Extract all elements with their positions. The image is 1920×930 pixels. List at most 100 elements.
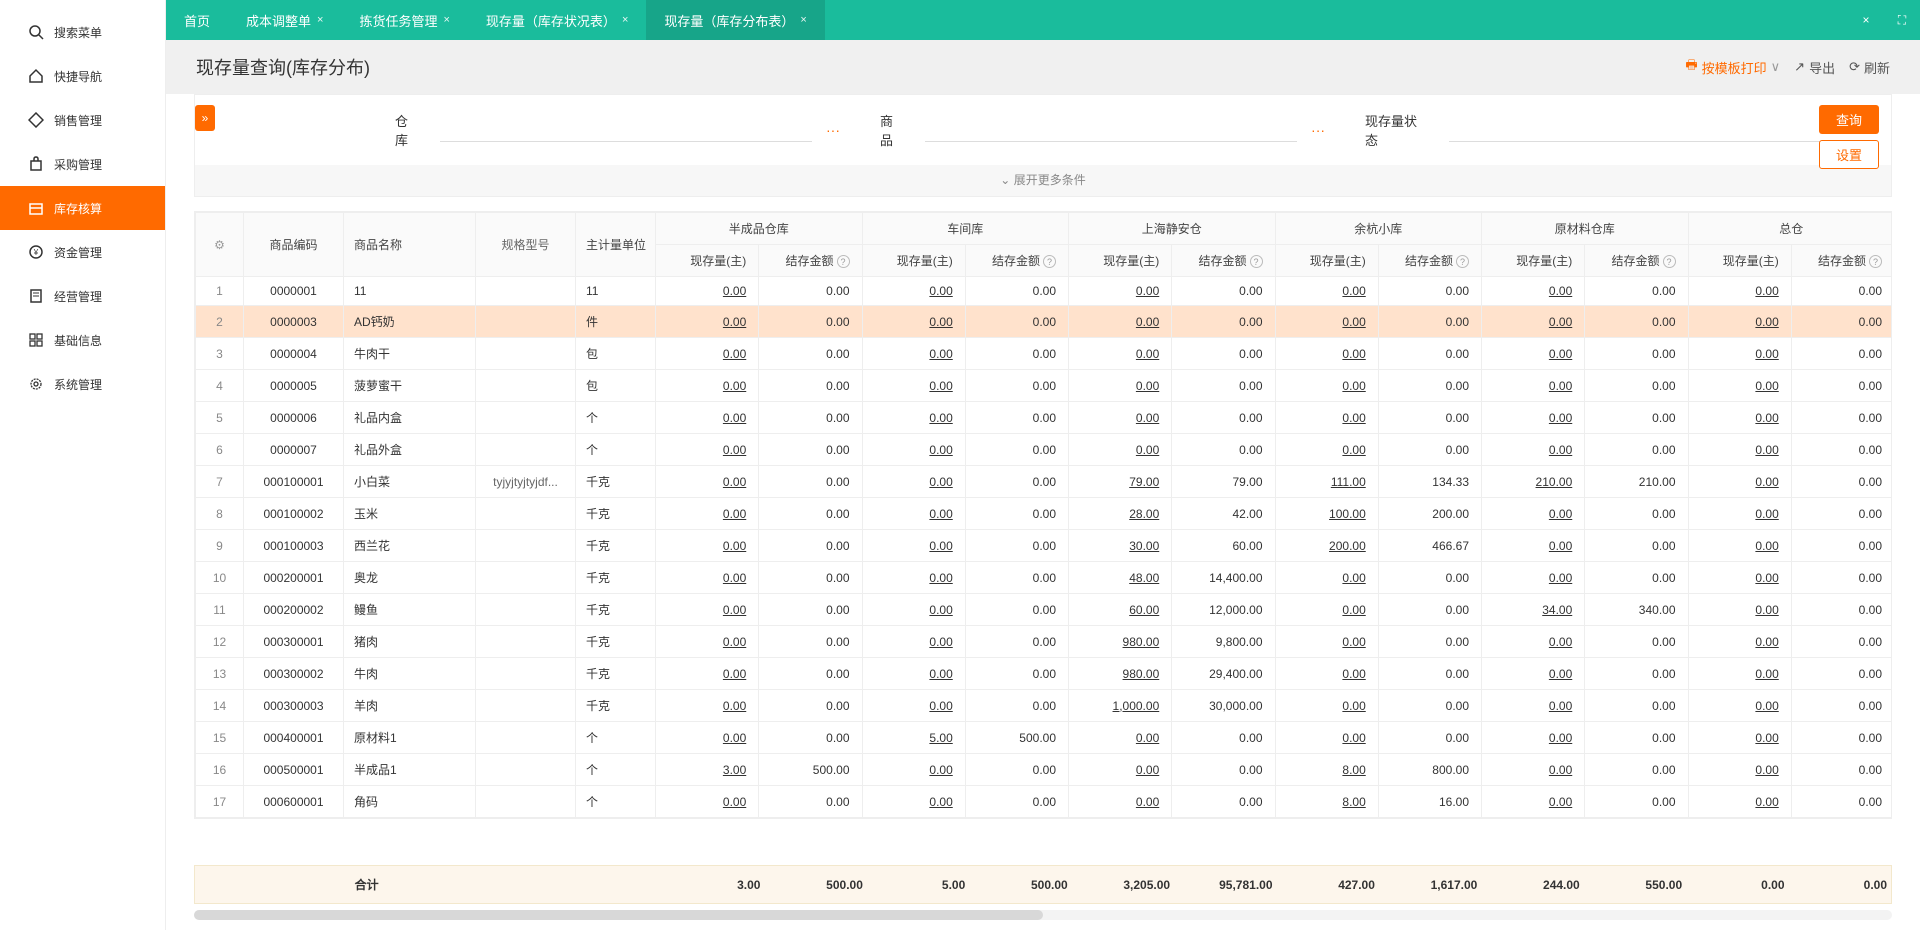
tab-1[interactable]: 成本调整单× xyxy=(228,0,341,40)
cell-qty[interactable]: 0.00 xyxy=(656,562,759,594)
cell-qty[interactable]: 200.00 xyxy=(1275,530,1378,562)
cell-qty[interactable]: 0.00 xyxy=(1482,277,1585,306)
cell-qty[interactable]: 0.00 xyxy=(656,370,759,402)
cell-qty[interactable]: 0.00 xyxy=(862,690,965,722)
help-icon[interactable]: ? xyxy=(1250,255,1263,268)
cell-qty[interactable]: 0.00 xyxy=(656,722,759,754)
cell-qty[interactable]: 60.00 xyxy=(1069,594,1172,626)
cell-qty[interactable]: 0.00 xyxy=(1069,306,1172,338)
cell-qty[interactable]: 111.00 xyxy=(1275,466,1378,498)
cell-qty[interactable]: 0.00 xyxy=(1069,786,1172,818)
sidebar-item-1[interactable]: 快捷导航 xyxy=(0,54,165,98)
cell-qty[interactable]: 0.00 xyxy=(862,626,965,658)
cell-qty[interactable]: 79.00 xyxy=(1069,466,1172,498)
cell-qty[interactable]: 0.00 xyxy=(1069,754,1172,786)
cell-qty[interactable]: 30.00 xyxy=(1069,530,1172,562)
cell-qty[interactable]: 0.00 xyxy=(1688,722,1791,754)
cell-qty[interactable]: 0.00 xyxy=(1688,402,1791,434)
cell-qty[interactable]: 0.00 xyxy=(1688,754,1791,786)
cell-qty[interactable]: 0.00 xyxy=(862,402,965,434)
cell-qty[interactable]: 980.00 xyxy=(1069,626,1172,658)
table-row[interactable]: 20000003AD钙奶件0.000.000.000.000.000.000.0… xyxy=(196,306,1893,338)
table-row[interactable]: 60000007礼品外盒个0.000.000.000.000.000.000.0… xyxy=(196,434,1893,466)
print-button[interactable]: 🖶 按模板打印 ∨ xyxy=(1685,56,1780,78)
tab-close-icon[interactable]: × xyxy=(317,14,323,26)
cell-qty[interactable]: 0.00 xyxy=(1275,562,1378,594)
table-row[interactable]: 50000006礼品内盒个0.000.000.000.000.000.000.0… xyxy=(196,402,1893,434)
export-button[interactable]: ↗ 导出 xyxy=(1794,58,1835,77)
table-row[interactable]: 15000400001原材料1个0.000.005.00500.000.000.… xyxy=(196,722,1893,754)
cell-qty[interactable]: 0.00 xyxy=(1069,370,1172,402)
cell-qty[interactable]: 0.00 xyxy=(1482,626,1585,658)
cell-qty[interactable]: 0.00 xyxy=(862,498,965,530)
cell-qty[interactable]: 0.00 xyxy=(1688,277,1791,306)
cell-qty[interactable]: 0.00 xyxy=(1069,434,1172,466)
cell-qty[interactable]: 0.00 xyxy=(862,754,965,786)
cell-qty[interactable]: 0.00 xyxy=(1482,498,1585,530)
filter-product-input[interactable] xyxy=(925,118,1297,142)
filter-warehouse-picker[interactable]: ··· xyxy=(826,122,840,138)
cell-qty[interactable]: 0.00 xyxy=(862,658,965,690)
tab-2[interactable]: 拣货任务管理× xyxy=(341,0,467,40)
scrollbar-thumb[interactable] xyxy=(194,910,1043,920)
cell-qty[interactable]: 0.00 xyxy=(862,466,965,498)
sidebar-item-2[interactable]: 销售管理 xyxy=(0,98,165,142)
tab-close-icon[interactable]: × xyxy=(800,14,806,26)
horizontal-scrollbar[interactable] xyxy=(194,910,1892,920)
cell-qty[interactable]: 0.00 xyxy=(1482,754,1585,786)
cell-qty[interactable]: 0.00 xyxy=(656,594,759,626)
cell-qty[interactable]: 210.00 xyxy=(1482,466,1585,498)
cell-qty[interactable]: 0.00 xyxy=(656,786,759,818)
cell-qty[interactable]: 0.00 xyxy=(1688,434,1791,466)
tab-close-all-icon[interactable]: × xyxy=(1848,0,1884,40)
cell-qty[interactable]: 0.00 xyxy=(1688,338,1791,370)
table-row[interactable]: 16000500001半成品1个3.00500.000.000.000.000.… xyxy=(196,754,1893,786)
sidebar-item-3[interactable]: 采购管理 xyxy=(0,142,165,186)
cell-qty[interactable]: 0.00 xyxy=(1275,594,1378,626)
help-icon[interactable]: ? xyxy=(837,255,850,268)
help-icon[interactable]: ? xyxy=(1043,255,1056,268)
tab-close-icon[interactable]: × xyxy=(622,14,628,26)
cell-qty[interactable]: 0.00 xyxy=(1688,530,1791,562)
cell-qty[interactable]: 0.00 xyxy=(656,434,759,466)
cell-qty[interactable]: 0.00 xyxy=(1482,434,1585,466)
cell-qty[interactable]: 0.00 xyxy=(1688,658,1791,690)
cell-qty[interactable]: 0.00 xyxy=(862,338,965,370)
cell-qty[interactable]: 0.00 xyxy=(1482,338,1585,370)
sidebar-item-0[interactable]: 搜索菜单 xyxy=(0,10,165,54)
cell-qty[interactable]: 0.00 xyxy=(1275,402,1378,434)
cell-qty[interactable]: 0.00 xyxy=(656,306,759,338)
expand-filters-button[interactable]: ⌄ 展开更多条件 xyxy=(195,165,1891,196)
cell-qty[interactable]: 0.00 xyxy=(1482,306,1585,338)
filter-warehouse-input[interactable] xyxy=(440,118,812,142)
help-icon[interactable]: ? xyxy=(1456,255,1469,268)
cell-qty[interactable]: 0.00 xyxy=(1688,498,1791,530)
cell-qty[interactable]: 980.00 xyxy=(1069,658,1172,690)
sidebar-item-5[interactable]: ¥资金管理 xyxy=(0,230,165,274)
cell-qty[interactable]: 0.00 xyxy=(1069,338,1172,370)
cell-qty[interactable]: 0.00 xyxy=(1482,658,1585,690)
table-row[interactable]: 8000100002玉米千克0.000.000.000.0028.0042.00… xyxy=(196,498,1893,530)
cell-qty[interactable]: 0.00 xyxy=(1688,306,1791,338)
table-row[interactable]: 12000300001猪肉千克0.000.000.000.00980.009,8… xyxy=(196,626,1893,658)
cell-qty[interactable]: 48.00 xyxy=(1069,562,1172,594)
table-row[interactable]: 40000005菠萝蜜干包0.000.000.000.000.000.000.0… xyxy=(196,370,1893,402)
table-row[interactable]: 9000100003西兰花千克0.000.000.000.0030.0060.0… xyxy=(196,530,1893,562)
cell-qty[interactable]: 0.00 xyxy=(1688,690,1791,722)
table-row[interactable]: 11000200002鳗鱼千克0.000.000.000.0060.0012,0… xyxy=(196,594,1893,626)
cell-qty[interactable]: 0.00 xyxy=(862,562,965,594)
filter-settings-button[interactable]: 设置 xyxy=(1819,140,1879,169)
cell-qty[interactable]: 3.00 xyxy=(656,754,759,786)
cell-qty[interactable]: 0.00 xyxy=(1482,690,1585,722)
cell-qty[interactable]: 0.00 xyxy=(1275,626,1378,658)
tab-3[interactable]: 现存量（库存状况表）× xyxy=(468,0,646,40)
cell-qty[interactable]: 0.00 xyxy=(862,277,965,306)
cell-qty[interactable]: 0.00 xyxy=(1275,722,1378,754)
cell-qty[interactable]: 8.00 xyxy=(1275,754,1378,786)
help-icon[interactable]: ? xyxy=(1663,255,1676,268)
tab-0[interactable]: 首页 xyxy=(166,0,228,40)
filter-product-picker[interactable]: ··· xyxy=(1311,122,1325,138)
table-row[interactable]: 1000000111110.000.000.000.000.000.000.00… xyxy=(196,277,1893,306)
cell-qty[interactable]: 0.00 xyxy=(1275,306,1378,338)
cell-qty[interactable]: 0.00 xyxy=(862,594,965,626)
